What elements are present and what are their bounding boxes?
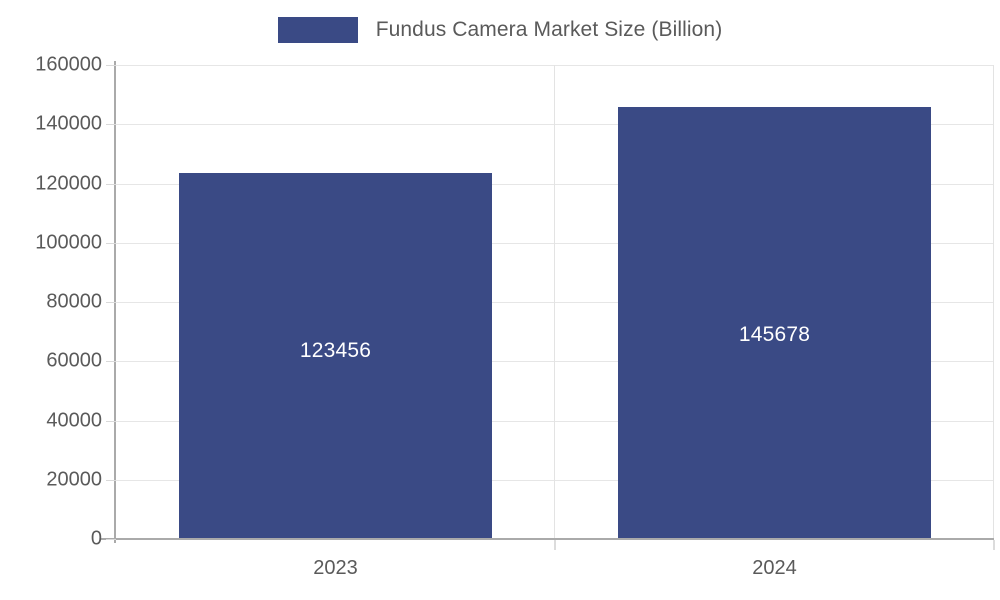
- y-axis-tick-mark: [106, 420, 116, 422]
- legend-swatch-icon: [277, 17, 358, 43]
- x-axis-tick-mark: [554, 540, 556, 550]
- gridline-horizontal: [116, 124, 994, 126]
- bar[interactable]: [178, 173, 493, 539]
- legend-label: Fundus Camera Market Size (Billion): [375, 18, 723, 41]
- y-axis-tick-label: 140000: [35, 112, 102, 135]
- legend-item-fundus-camera-market-size[interactable]: Fundus Camera Market Size (Billion): [277, 17, 723, 43]
- x-axis-tick-label: 2023: [313, 557, 358, 579]
- gridline-horizontal: [116, 65, 994, 66]
- y-axis-tick-label: 160000: [35, 53, 102, 76]
- y-axis-tick-mark: [106, 302, 116, 303]
- bar-value-label: 145678: [738, 323, 811, 347]
- bar[interactable]: [617, 107, 932, 539]
- y-axis-tick-label: 40000: [46, 409, 102, 431]
- y-axis-tick-label: 60000: [46, 349, 102, 372]
- x-axis-tick-mark: [993, 540, 995, 550]
- y-axis-tick-labels: 0 20000 40000 60000 80000 100000 120000 140000 1…: [0, 0, 102, 600]
- y-axis-tick-label: 80000: [46, 290, 102, 313]
- gridline-horizontal: [116, 183, 994, 185]
- y-axis-tick-mark: [106, 124, 116, 126]
- gridline-horizontal: [116, 420, 994, 422]
- bar-value-label: 123456: [299, 339, 372, 363]
- gridline-vertical: [993, 65, 994, 539]
- y-axis-tick-mark: [106, 242, 116, 244]
- x-axis-tick-label: 2024: [752, 557, 797, 579]
- chart-legend: Fundus Camera Market Size (Billion): [0, 12, 1000, 48]
- gridline-horizontal: [116, 361, 994, 363]
- gridline-horizontal: [116, 302, 994, 303]
- y-axis-tick-label: 120000: [35, 172, 102, 194]
- y-axis-tick-mark: [106, 65, 116, 66]
- gridline-vertical: [554, 65, 555, 539]
- y-axis-tick-label: 20000: [46, 468, 102, 491]
- gridline-horizontal: [116, 479, 994, 481]
- y-axis-tick-mark: [106, 539, 116, 540]
- x-axis-spine: [100, 538, 994, 540]
- y-axis-tick-mark: [106, 479, 116, 481]
- y-axis-tick-label: 100000: [35, 231, 102, 254]
- plot-area: 123456 145678: [116, 65, 994, 540]
- y-axis-tick-label: 0: [90, 527, 102, 550]
- gridline-horizontal: [116, 242, 994, 244]
- y-axis-tick-mark: [106, 361, 116, 363]
- y-axis-tick-mark: [106, 183, 116, 185]
